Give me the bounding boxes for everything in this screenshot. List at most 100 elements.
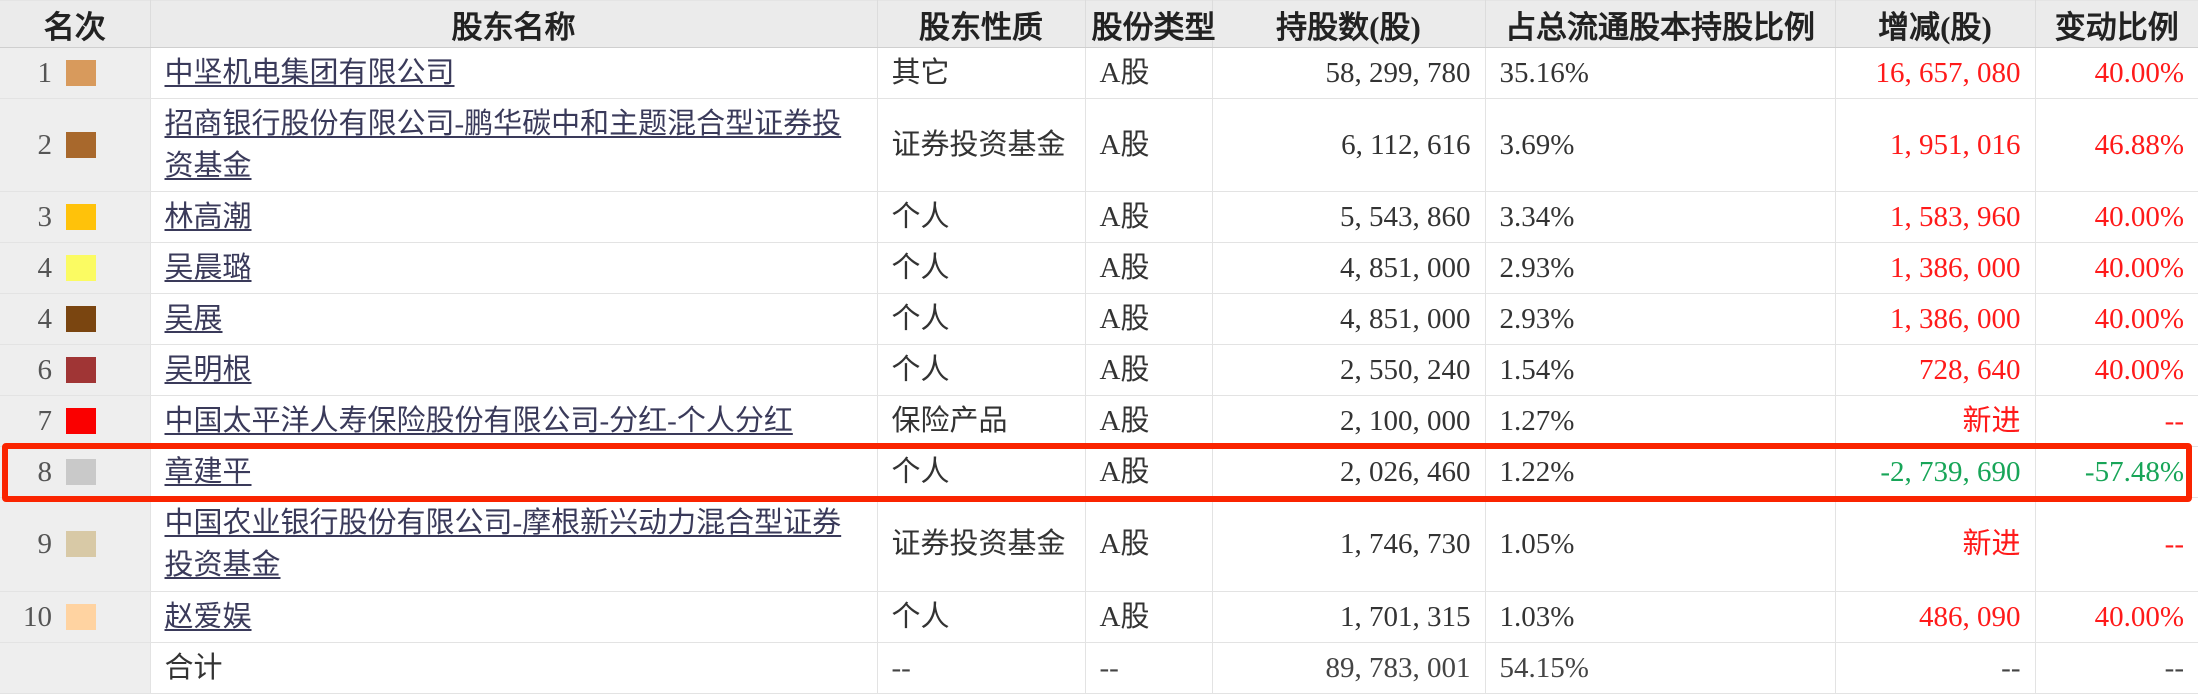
cell-rank: 3 — [0, 191, 151, 244]
cell-shares-held: 89, 783, 001 — [1212, 642, 1486, 694]
table-row: 3 林高潮 个人 A股 5, 543, 860 3.34% 1, 583, 960 40.00… — [0, 191, 2198, 244]
rank-color-swatch — [66, 603, 96, 630]
rank-color-swatch — [66, 531, 96, 558]
rank-number: 4 — [37, 252, 53, 285]
cell-float-pct: 2.93% — [1485, 242, 1836, 295]
cell-rank: 1 — [0, 47, 151, 100]
cell-shareholder-nature: 个人 — [877, 344, 1086, 397]
cell-change-pct: -- — [2035, 642, 2198, 694]
cell-shares-held: 1, 701, 315 — [1212, 591, 1486, 643]
rank-number: 6 — [37, 354, 53, 387]
table-body: 1 中坚机电集团有限公司 其它 A股 58, 299, 780 35.16% 16, 657… — [0, 47, 2198, 694]
rank-color-swatch — [66, 60, 96, 87]
column-header-change[interactable]: 增减(股) — [1835, 0, 2036, 48]
shareholder-name-link[interactable]: 中国农业银行股份有限公司-摩根新兴动力混合型证券投资基金 — [164, 507, 842, 582]
table-row: 7 中国太平洋人寿保险股份有限公司-分红-个人分红 保险产品 A股 2, 100, 00… — [0, 395, 2198, 448]
cell-rank: 4 — [0, 242, 151, 295]
cell-change-pct: -- — [2035, 395, 2198, 448]
rank-number: 4 — [37, 303, 53, 336]
cell-rank: 10 — [0, 591, 151, 643]
cell-rank: 8 — [0, 446, 151, 499]
rank-color-swatch — [66, 655, 96, 681]
shareholder-name-link[interactable]: 赵爱娱 — [164, 600, 252, 633]
cell-float-pct: 1.27% — [1485, 395, 1836, 448]
rank-number: 10 — [23, 600, 52, 633]
column-header-shares[interactable]: 持股数(股) — [1212, 0, 1486, 48]
column-header-pct[interactable]: 占总流通股本持股比例 — [1485, 0, 1836, 48]
column-header-change-pct[interactable]: 变动比例 — [2035, 0, 2198, 48]
shareholder-name-link[interactable]: 章建平 — [164, 456, 252, 489]
table-row: 4 吴展 个人 A股 4, 851, 000 2.93% 1, 386, 000 40.00% — [0, 293, 2198, 346]
shareholder-name-link[interactable]: 吴展 — [164, 303, 223, 336]
table-row: 8 章建平 个人 A股 2, 026, 460 1.22% -2, 739, 690 -57.… — [0, 446, 2198, 499]
cell-change-pct: 40.00% — [2035, 191, 2198, 244]
table-row: 6 吴明根 个人 A股 2, 550, 240 1.54% 728, 640 40.00% — [0, 344, 2198, 397]
cell-change-shares: 新进 — [1835, 395, 2036, 448]
cell-change-shares: 1, 951, 016 — [1835, 98, 2036, 193]
shareholder-name-link[interactable]: 中国太平洋人寿保险股份有限公司-分红-个人分红 — [164, 405, 793, 438]
cell-shares-held: 2, 100, 000 — [1212, 395, 1486, 448]
cell-float-pct: 1.05% — [1485, 497, 1836, 592]
rank-color-swatch — [66, 357, 96, 384]
cell-shareholder-name[interactable]: 林高潮 — [150, 191, 878, 244]
cell-share-type: A股 — [1085, 591, 1213, 643]
cell-change-shares: 新进 — [1835, 497, 2036, 592]
cell-float-pct: 3.34% — [1485, 191, 1836, 244]
cell-shareholder-nature: 保险产品 — [877, 395, 1086, 448]
cell-shareholder-name[interactable]: 章建平 — [150, 446, 878, 499]
shareholder-name-link[interactable]: 招商银行股份有限公司-鹏华碳中和主题混合型证券投资基金 — [164, 108, 842, 183]
cell-shareholder-name[interactable]: 中坚机电集团有限公司 — [150, 47, 878, 100]
cell-float-pct: 35.16% — [1485, 47, 1836, 100]
table-row: 2 招商银行股份有限公司-鹏华碳中和主题混合型证券投资基金 证券投资基金 A股 6, 1… — [0, 98, 2198, 193]
cell-shareholder-name[interactable]: 招商银行股份有限公司-鹏华碳中和主题混合型证券投资基金 — [150, 98, 878, 193]
cell-share-type: A股 — [1085, 98, 1213, 193]
cell-rank: 6 — [0, 344, 151, 397]
cell-shares-held: 58, 299, 780 — [1212, 47, 1486, 100]
cell-shareholder-name[interactable]: 吴展 — [150, 293, 878, 346]
cell-change-shares: 1, 386, 000 — [1835, 242, 2036, 295]
cell-shareholder-nature: 个人 — [877, 446, 1086, 499]
shareholder-name-link[interactable]: 中坚机电集团有限公司 — [164, 57, 455, 89]
column-header-name[interactable]: 股东名称 — [150, 0, 878, 48]
cell-change-pct: 40.00% — [2035, 591, 2198, 643]
cell-shareholder-name[interactable]: 吴明根 — [150, 344, 878, 397]
cell-shares-held: 1, 746, 730 — [1212, 497, 1486, 592]
rank-number: 7 — [37, 405, 53, 438]
cell-shares-held: 5, 543, 860 — [1212, 191, 1486, 244]
cell-shareholder-name[interactable]: 中国太平洋人寿保险股份有限公司-分红-个人分红 — [150, 395, 878, 448]
total-label: 合计 — [164, 651, 223, 684]
shareholder-name-link[interactable]: 林高潮 — [164, 201, 252, 234]
cell-float-pct: 54.15% — [1485, 642, 1836, 694]
rank-color-swatch — [66, 132, 96, 159]
column-header-nature[interactable]: 股东性质 — [877, 0, 1086, 48]
shareholder-name-link[interactable]: 吴晨璐 — [164, 252, 252, 285]
cell-float-pct: 1.03% — [1485, 591, 1836, 643]
cell-shareholder-name[interactable]: 吴晨璐 — [150, 242, 878, 295]
cell-change-pct: 46.88% — [2035, 98, 2198, 193]
column-header-share-type[interactable]: 股份类型 — [1085, 0, 1216, 48]
cell-change-shares: 1, 583, 960 — [1835, 191, 2036, 244]
table-row: 9 中国农业银行股份有限公司-摩根新兴动力混合型证券投资基金 证券投资基金 A股 1, … — [0, 497, 2198, 592]
cell-change-pct: 40.00% — [2035, 242, 2198, 295]
cell-shareholder-nature: -- — [877, 642, 1086, 694]
cell-share-type: -- — [1085, 642, 1213, 694]
cell-shareholder-name[interactable]: 赵爱娱 — [150, 591, 878, 643]
cell-shareholder-name[interactable]: 中国农业银行股份有限公司-摩根新兴动力混合型证券投资基金 — [150, 497, 878, 592]
cell-shares-held: 2, 550, 240 — [1212, 344, 1486, 397]
cell-shareholder-nature: 证券投资基金 — [877, 98, 1086, 193]
cell-share-type: A股 — [1085, 191, 1213, 244]
table-row: 1 中坚机电集团有限公司 其它 A股 58, 299, 780 35.16% 16, 657… — [0, 47, 2198, 100]
shareholder-name-link[interactable]: 吴明根 — [164, 354, 252, 387]
cell-rank: 9 — [0, 497, 151, 592]
column-header-rank[interactable]: 名次 — [0, 0, 151, 48]
rank-color-swatch — [66, 255, 96, 282]
cell-shares-held: 4, 851, 000 — [1212, 242, 1486, 295]
cell-shareholder-nature: 个人 — [877, 191, 1086, 244]
cell-shareholder-nature: 证券投资基金 — [877, 497, 1086, 592]
cell-share-type: A股 — [1085, 242, 1213, 295]
cell-shareholder-nature: 其它 — [877, 47, 1086, 100]
table-row-total: 合计 -- -- 89, 783, 001 54.15% -- -- — [0, 642, 2198, 694]
cell-shares-held: 2, 026, 460 — [1212, 446, 1486, 499]
